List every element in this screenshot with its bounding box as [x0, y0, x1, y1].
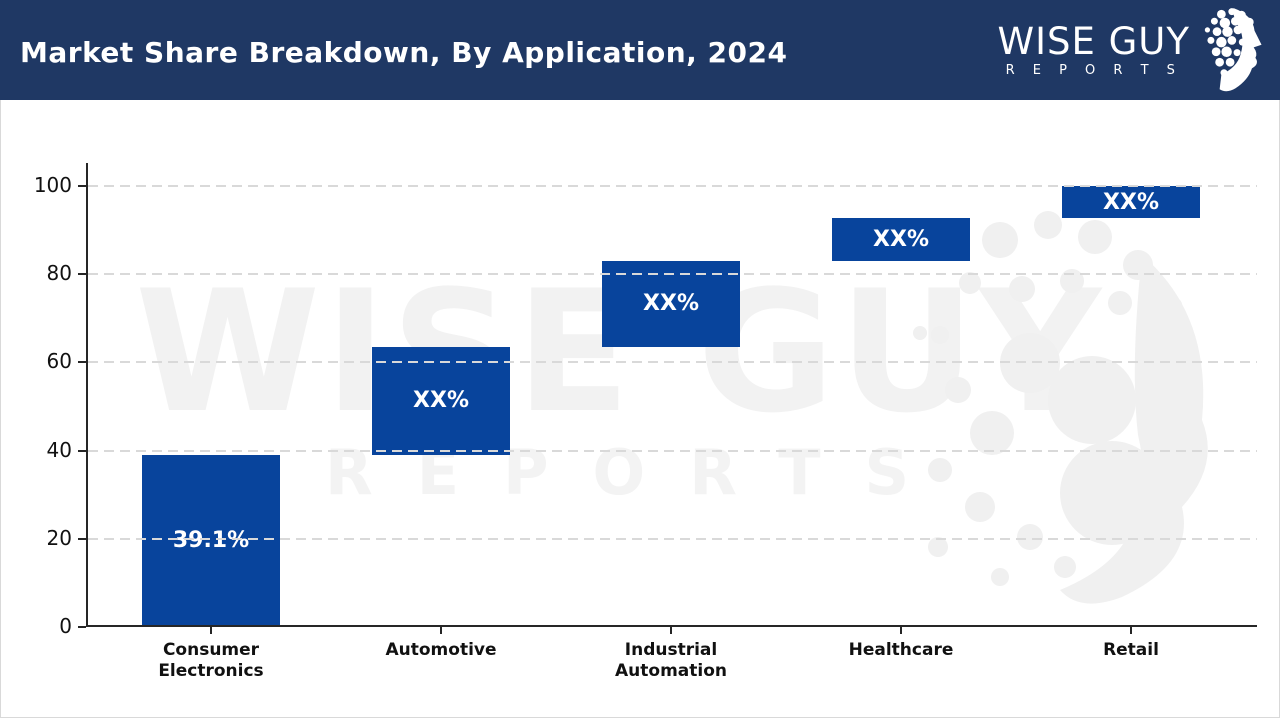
- logo-wiseguy-label: WISE GUY: [997, 20, 1190, 63]
- y-tick-label-0: 0: [59, 614, 72, 638]
- logo-text: WISE GUY R E P O R T S: [997, 20, 1190, 79]
- x-category-label-0: Consumer Electronics: [158, 640, 264, 681]
- x-tick-0: [210, 627, 212, 634]
- bar-value-label: 39.1%: [172, 528, 250, 554]
- bar-value-label: XX%: [873, 227, 929, 253]
- bar-consumer-electronics: 39.1%: [142, 454, 280, 627]
- y-tick-20: [78, 537, 86, 540]
- x-tick-4: [1130, 627, 1132, 634]
- gridline-80: [88, 273, 1257, 276]
- x-tick-3: [900, 627, 902, 634]
- bar-value-label: XX%: [1103, 189, 1159, 215]
- bar-healthcare: XX%: [832, 218, 970, 261]
- x-category-label-3: Healthcare: [848, 640, 954, 660]
- y-tick-label-60: 60: [46, 349, 72, 374]
- x-category-label-4: Retail: [1103, 640, 1159, 660]
- logo-reports-label: R E P O R T S: [1005, 63, 1182, 78]
- page-title: Market Share Breakdown, By Application, …: [20, 36, 788, 69]
- x-tick-2: [670, 627, 672, 634]
- y-tick-80: [78, 273, 86, 276]
- gridline-40: [88, 449, 1257, 452]
- x-tick-1: [440, 627, 442, 634]
- y-tick-0: [78, 626, 86, 628]
- y-tick-label-80: 80: [46, 261, 72, 286]
- y-tick-label-40: 40: [46, 437, 72, 462]
- x-category-label-1: Automotive: [385, 640, 497, 660]
- y-axis-spine: [86, 163, 88, 627]
- bar-automotive: XX%: [372, 346, 510, 455]
- gridline-20: [88, 537, 1257, 540]
- x-axis-spine: [86, 625, 1257, 627]
- bar-retail: XX%: [1062, 186, 1200, 219]
- y-tick-100: [78, 185, 86, 187]
- wiseguy-logo: WISE GUY R E P O R T S: [998, 6, 1272, 94]
- header-bar: Market Share Breakdown, By Application, …: [0, 0, 1280, 100]
- y-tick-label-20: 20: [46, 525, 72, 550]
- logo-head-icon: [1204, 8, 1262, 92]
- bar-value-label: XX%: [413, 388, 469, 414]
- y-tick-40: [78, 449, 86, 452]
- x-category-label-2: Industrial Automation: [615, 640, 727, 681]
- y-tick-60: [78, 361, 86, 364]
- y-tick-label-100: 100: [33, 173, 72, 197]
- watermark-head-icon: [913, 211, 1208, 604]
- gridline-60: [88, 361, 1257, 364]
- bar-value-label: XX%: [643, 291, 699, 317]
- bar-industrial-automation: XX%: [602, 260, 740, 347]
- gridline-100: [88, 185, 1257, 187]
